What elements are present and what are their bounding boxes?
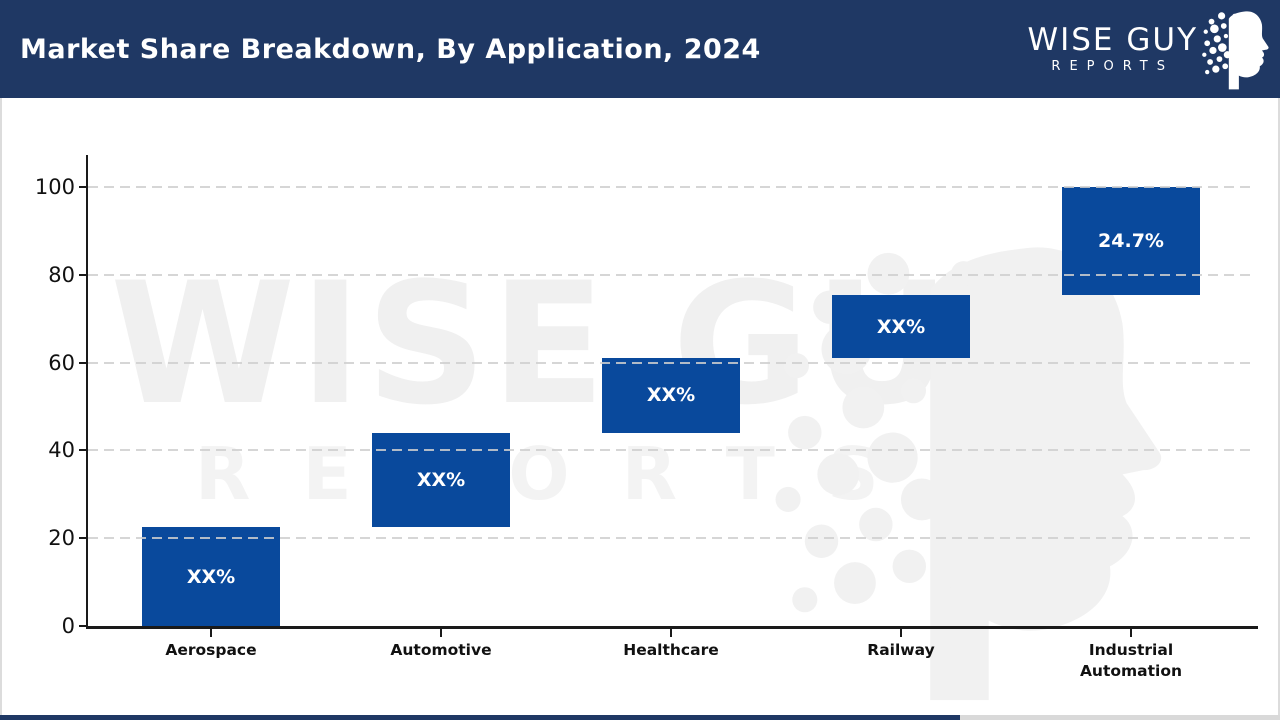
right-edge-border: [1278, 98, 1280, 720]
y-axis-line: [86, 155, 88, 629]
bar-industrial-automation: [1062, 187, 1200, 296]
face-profile-dots-icon: [763, 230, 1181, 702]
x-category-label-automotive: Automotive: [390, 641, 492, 659]
y-tick-100: [79, 186, 87, 188]
y-gridline-80: [88, 273, 1255, 276]
footer-accent-bar: [0, 715, 960, 720]
bar-value-label-aerospace: XX%: [186, 565, 236, 588]
bar-healthcare: [602, 357, 740, 433]
x-category-label-railway: Railway: [867, 641, 935, 659]
page-title: Market Share Breakdown, By Application, …: [20, 33, 761, 65]
x-tick-aerospace: [210, 629, 212, 637]
header-bar: Market Share Breakdown, By Application, …: [0, 0, 1280, 98]
y-tick-80: [79, 273, 87, 276]
x-category-label-aerospace: Aerospace: [165, 641, 257, 659]
y-tick-0: [79, 625, 87, 627]
x-axis-line: [86, 626, 1258, 629]
y-gridline-100: [88, 186, 1255, 188]
y-tick-20: [79, 537, 87, 540]
y-gridline-20: [88, 537, 1255, 540]
bar-aerospace: [142, 527, 280, 626]
wise-guy-reports-logo: WISE GUY REPORTS: [1027, 4, 1272, 94]
bar-railway: [832, 295, 970, 358]
bar-value-label-industrial-automation: 24.7%: [1098, 230, 1164, 253]
y-tick-label-40: 40: [48, 438, 75, 463]
face-profile-dots-icon: [1200, 6, 1272, 92]
bar-value-label-automotive: XX%: [416, 469, 466, 492]
logo-subtitle: REPORTS: [1051, 59, 1175, 75]
y-tick-label-0: 0: [61, 614, 75, 638]
footer-accent-bar-end: [960, 715, 1280, 720]
y-gridline-60: [88, 361, 1255, 364]
x-tick-automotive: [440, 629, 442, 637]
x-category-label-healthcare: Healthcare: [623, 641, 719, 659]
bar-automotive: [372, 432, 510, 528]
y-gridline-40: [88, 449, 1255, 452]
y-tick-label-20: 20: [48, 526, 75, 551]
y-tick-60: [79, 361, 87, 364]
y-tick-label-100: 100: [34, 175, 75, 199]
y-tick-label-80: 80: [48, 262, 75, 287]
x-tick-healthcare: [670, 629, 672, 637]
x-category-label-industrial-automation: Industrial Automation: [1079, 641, 1183, 680]
bar-value-label-railway: XX%: [876, 315, 926, 338]
left-edge-border: [0, 98, 2, 720]
y-tick-40: [79, 449, 87, 452]
x-tick-industrial-automation: [1130, 629, 1132, 637]
logo-wordmark: WISE GUY: [1027, 21, 1198, 58]
logo-text: WISE GUY REPORTS: [1027, 24, 1198, 75]
y-tick-label-60: 60: [48, 350, 75, 375]
x-tick-railway: [900, 629, 902, 637]
bar-value-label-healthcare: XX%: [646, 384, 696, 407]
